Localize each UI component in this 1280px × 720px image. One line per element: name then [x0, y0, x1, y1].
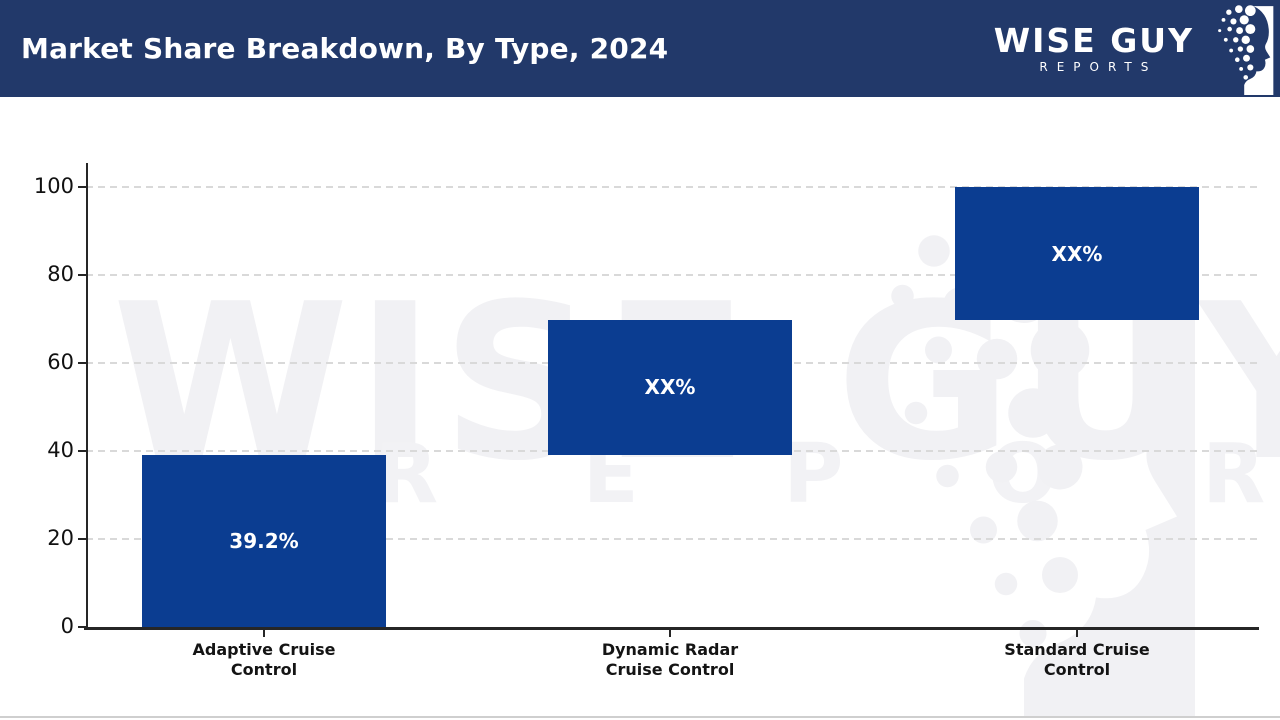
gridline [86, 538, 1259, 540]
y-axis-tick [78, 538, 86, 540]
face-profile-dots-icon [1218, 4, 1274, 95]
category-label: Dynamic Radar Cruise Control [601, 640, 739, 679]
bar-value-label: 39.2% [229, 528, 299, 553]
y-axis-tick-label: 40 [47, 438, 74, 462]
gridline [86, 186, 1259, 188]
y-axis-tick [78, 274, 86, 276]
logo-text: WISE GUY REPORTS [994, 24, 1194, 73]
watermark-subtitle: R E P O R T S [375, 427, 1280, 522]
y-axis-tick-label: 80 [47, 262, 74, 286]
waterfall-chart: 0 20 40 60 80 100 39.2% Adaptive Cruise Control X… [0, 97, 1280, 717]
y-axis-tick-label: 0 [60, 614, 74, 638]
bar-value-label: XX% [644, 375, 696, 400]
bar-segment: XX% [955, 187, 1199, 321]
x-axis-line [84, 627, 1259, 630]
y-axis-tick [78, 186, 86, 188]
bar-segment: 39.2% [142, 454, 386, 627]
y-axis-tick-label: 100 [33, 174, 74, 198]
x-axis-tick [263, 630, 265, 637]
footer-divider [0, 716, 1280, 718]
x-axis-tick [1076, 630, 1078, 637]
x-axis-tick [669, 630, 671, 637]
y-axis-tick [78, 450, 86, 452]
page-title: Market Share Breakdown, By Type, 2024 [21, 32, 669, 65]
gridline [86, 274, 1259, 276]
category-label: Standard Cruise Control [1004, 640, 1150, 679]
y-axis-tick-label: 20 [47, 526, 74, 550]
bar-segment: XX% [548, 320, 792, 455]
y-axis-tick [78, 362, 86, 364]
category-label: Adaptive Cruise Control [192, 640, 336, 679]
header-bar: Market Share Breakdown, By Type, 2024 WI… [0, 0, 1280, 97]
wise-guy-logo: WISE GUY REPORTS [994, 3, 1280, 95]
y-axis-line [86, 163, 88, 630]
y-axis-tick [78, 626, 86, 628]
logo-subtitle: REPORTS [1039, 60, 1158, 74]
logo-wordmark: WISE GUY [993, 21, 1194, 60]
bar-value-label: XX% [1051, 241, 1103, 266]
y-axis-tick-label: 60 [47, 350, 74, 374]
